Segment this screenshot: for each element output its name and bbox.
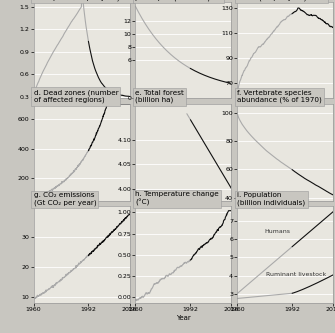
Text: e. Total forest
(billion ha): e. Total forest (billion ha) [135, 90, 184, 104]
Text: Humans: Humans [264, 229, 290, 234]
Text: Ruminant livestock: Ruminant livestock [266, 272, 326, 277]
Text: f. Vertebrate species
abundance (% of 1970): f. Vertebrate species abundance (% of 19… [237, 90, 322, 104]
Text: d. Dead zones (number
of affected regions): d. Dead zones (number of affected region… [34, 90, 118, 104]
Text: g. CO₂ emissions
(Gt CO₂ per year): g. CO₂ emissions (Gt CO₂ per year) [34, 192, 96, 206]
X-axis label: Year: Year [176, 315, 191, 321]
Text: h. Temperature change
(°C): h. Temperature change (°C) [135, 191, 219, 206]
Text: a. Ozone depletors (Mt CFC-
11-equivalent per year): a. Ozone depletors (Mt CFC- 11-equivalen… [34, 0, 135, 1]
Text: c. Reconstructed marine
catch (Mt per year): c. Reconstructed marine catch (Mt per ye… [237, 0, 326, 1]
Text: b. Freshwater resources
per capita (1000 m³): b. Freshwater resources per capita (1000… [135, 0, 222, 1]
Text: i. Population
(billion individuals): i. Population (billion individuals) [237, 192, 305, 206]
